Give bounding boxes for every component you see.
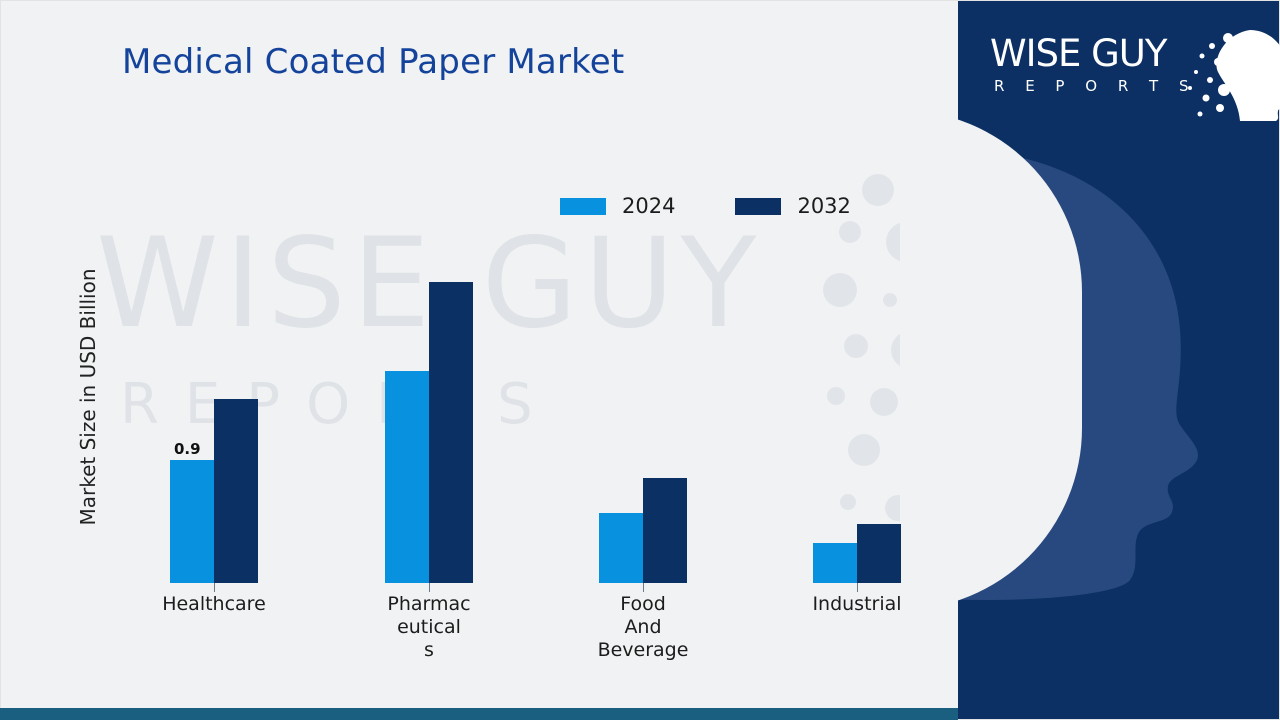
logo-wordmark: WISE GUY [990, 32, 1167, 75]
brand-logo: WISE GUY R E P O R T S [990, 30, 1280, 121]
x-axis-tick [857, 583, 858, 592]
legend-swatch-2024 [560, 197, 606, 215]
legend-label-2024: 2024 [622, 194, 676, 218]
bar-healthcare-2024 [170, 460, 214, 583]
bar-food-and-beverage-2032 [643, 477, 687, 583]
bar-industrial-2024 [813, 543, 857, 583]
bar-pharmaceuticals-2032 [429, 282, 473, 583]
x-axis-label-food-and-beverage: Food And Beverage [597, 593, 689, 661]
x-axis-tick [214, 583, 215, 592]
bar-healthcare-2032 [214, 398, 258, 583]
chart-legend: 2024 2032 [560, 194, 851, 218]
x-axis-tick [429, 583, 430, 592]
legend-item-2024[interactable]: 2024 [560, 194, 675, 218]
legend-swatch-2032 [735, 197, 782, 215]
plot-area: 0.9 Healthcare Pharmac eutical s Food And Bever… [162, 282, 902, 661]
x-axis-label-industrial: Industrial [812, 593, 902, 615]
bar-value-label: 0.9 [174, 440, 201, 458]
x-axis-label-pharmaceuticals: Pharmac eutical s [387, 593, 471, 661]
page-title: Medical Coated Paper Market [122, 42, 625, 82]
watermark-main: WISE GUY [96, 212, 763, 356]
bar-chart: Market Size in USD Billion 2024 2032 0.9… [76, 194, 902, 661]
bar-industrial-2032 [857, 524, 901, 583]
x-axis-tick [643, 583, 644, 592]
logo-head-profile-icon [1188, 30, 1280, 121]
x-axis-label-healthcare: Healthcare [162, 593, 266, 615]
legend-label-2032: 2032 [797, 194, 851, 218]
bar-pharmaceuticals-2024 [385, 371, 429, 583]
left-content-panel [0, 0, 964, 720]
panel-circular-bulge [900, 110, 1082, 610]
bottom-accent-strip [0, 708, 958, 720]
logo-subtitle: R E P O R T S [994, 77, 1197, 95]
legend-item-2032[interactable]: 2032 [735, 194, 851, 218]
bar-food-and-beverage-2024 [599, 513, 643, 583]
